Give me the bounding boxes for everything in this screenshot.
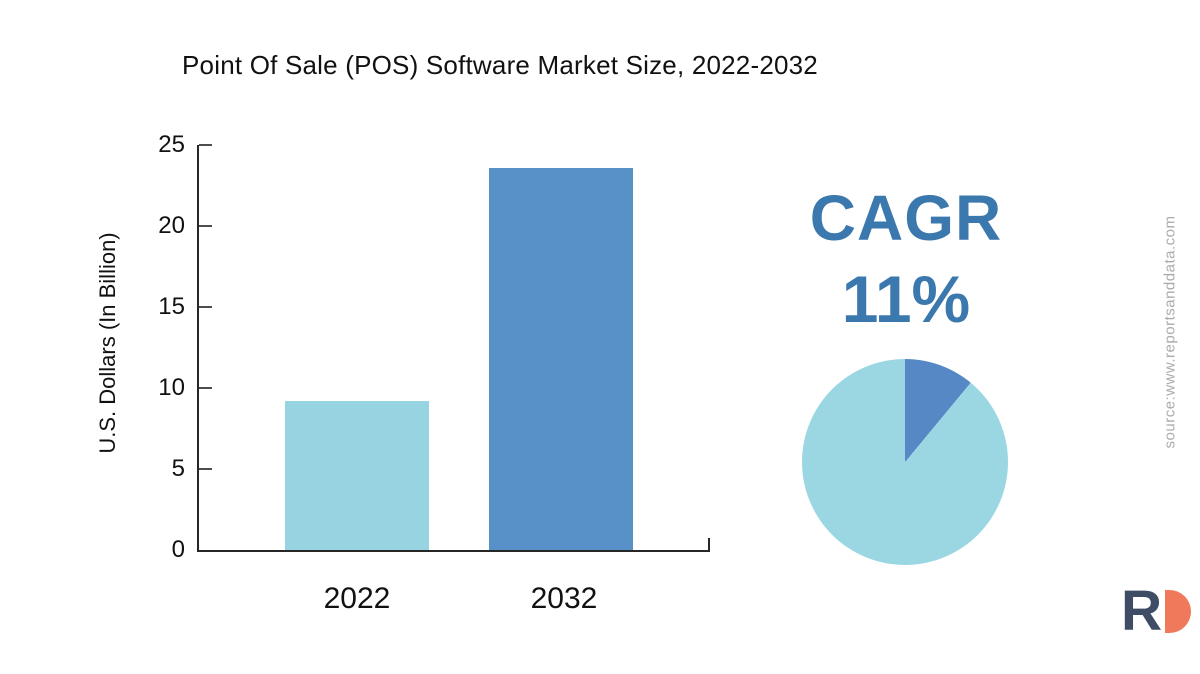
chart-title: Point Of Sale (POS) Software Market Size…	[182, 50, 818, 80]
y-axis-label: U.S. Dollars (In Billion)	[95, 232, 120, 454]
brand-logo: R	[1121, 579, 1192, 643]
cagr-pie-chart	[802, 359, 1008, 565]
x-axis-end-tick	[708, 538, 710, 550]
y-tick-label: 20	[158, 212, 185, 239]
bar-2032	[489, 168, 633, 550]
y-tick-mark	[199, 468, 212, 470]
y-tick-mark	[199, 306, 212, 308]
logo-d-shape	[1165, 590, 1192, 633]
x-tick-label-2022: 2022	[323, 582, 391, 615]
y-tick-mark	[199, 387, 212, 389]
bar-2022	[285, 401, 429, 550]
y-tick-mark	[199, 225, 212, 227]
source-attribution: source:www.reportsanddata.com	[1161, 215, 1179, 449]
y-tick-label: 15	[158, 293, 185, 320]
cagr-callout: CAGR 11%	[810, 186, 1002, 332]
y-tick-label: 5	[171, 455, 185, 482]
cagr-label: CAGR	[809, 182, 1003, 254]
x-tick-label-2032: 2032	[530, 582, 598, 615]
cagr-value: 11%	[841, 262, 971, 336]
y-tick-mark	[199, 144, 212, 146]
y-tick-label: 10	[158, 374, 185, 401]
bar-chart-plot: 0 5 10 15 20 25 2022 2032	[158, 131, 710, 615]
logo-letter-r: R	[1121, 579, 1163, 643]
y-tick-label: 25	[158, 131, 185, 158]
y-tick-label: 0	[171, 536, 185, 563]
